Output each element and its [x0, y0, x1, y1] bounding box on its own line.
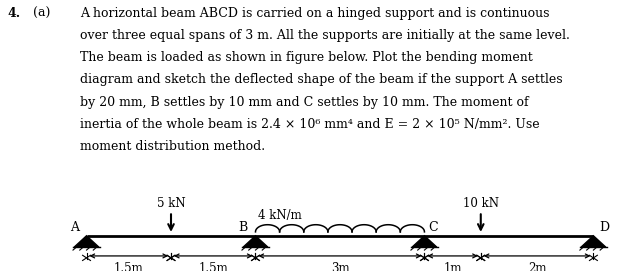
Text: B: B — [239, 221, 248, 234]
Polygon shape — [412, 236, 437, 247]
Text: diagram and sketch the deflected shape of the beam if the support A settles: diagram and sketch the deflected shape o… — [80, 73, 563, 86]
Text: 1m: 1m — [444, 262, 462, 271]
Text: C: C — [428, 221, 438, 234]
Text: 10 kN: 10 kN — [463, 197, 499, 210]
Text: A horizontal beam ABCD is carried on a hinged support and is continuous: A horizontal beam ABCD is carried on a h… — [80, 7, 550, 20]
Polygon shape — [581, 236, 606, 247]
Text: moment distribution method.: moment distribution method. — [80, 140, 265, 153]
Text: 4 kN/m: 4 kN/m — [259, 209, 302, 222]
Text: The beam is loaded as shown in figure below. Plot the bending moment: The beam is loaded as shown in figure be… — [80, 51, 532, 64]
Text: 4.: 4. — [8, 7, 21, 20]
Polygon shape — [74, 236, 99, 247]
Text: 1.5m: 1.5m — [198, 262, 228, 271]
Text: (a): (a) — [33, 7, 51, 20]
Text: inertia of the whole beam is 2.4 × 10⁶ mm⁴ and E = 2 × 10⁵ N/mm². Use: inertia of the whole beam is 2.4 × 10⁶ m… — [80, 118, 540, 131]
Text: over three equal spans of 3 m. All the supports are initially at the same level.: over three equal spans of 3 m. All the s… — [80, 29, 570, 42]
Text: A: A — [70, 221, 79, 234]
Polygon shape — [243, 236, 268, 247]
Text: D: D — [599, 221, 609, 234]
Text: 1.5m: 1.5m — [114, 262, 143, 271]
Text: 3m: 3m — [331, 262, 349, 271]
Text: 2m: 2m — [528, 262, 547, 271]
Text: 5 kN: 5 kN — [157, 197, 186, 210]
Text: by 20 mm, B settles by 10 mm and C settles by 10 mm. The moment of: by 20 mm, B settles by 10 mm and C settl… — [80, 96, 529, 109]
